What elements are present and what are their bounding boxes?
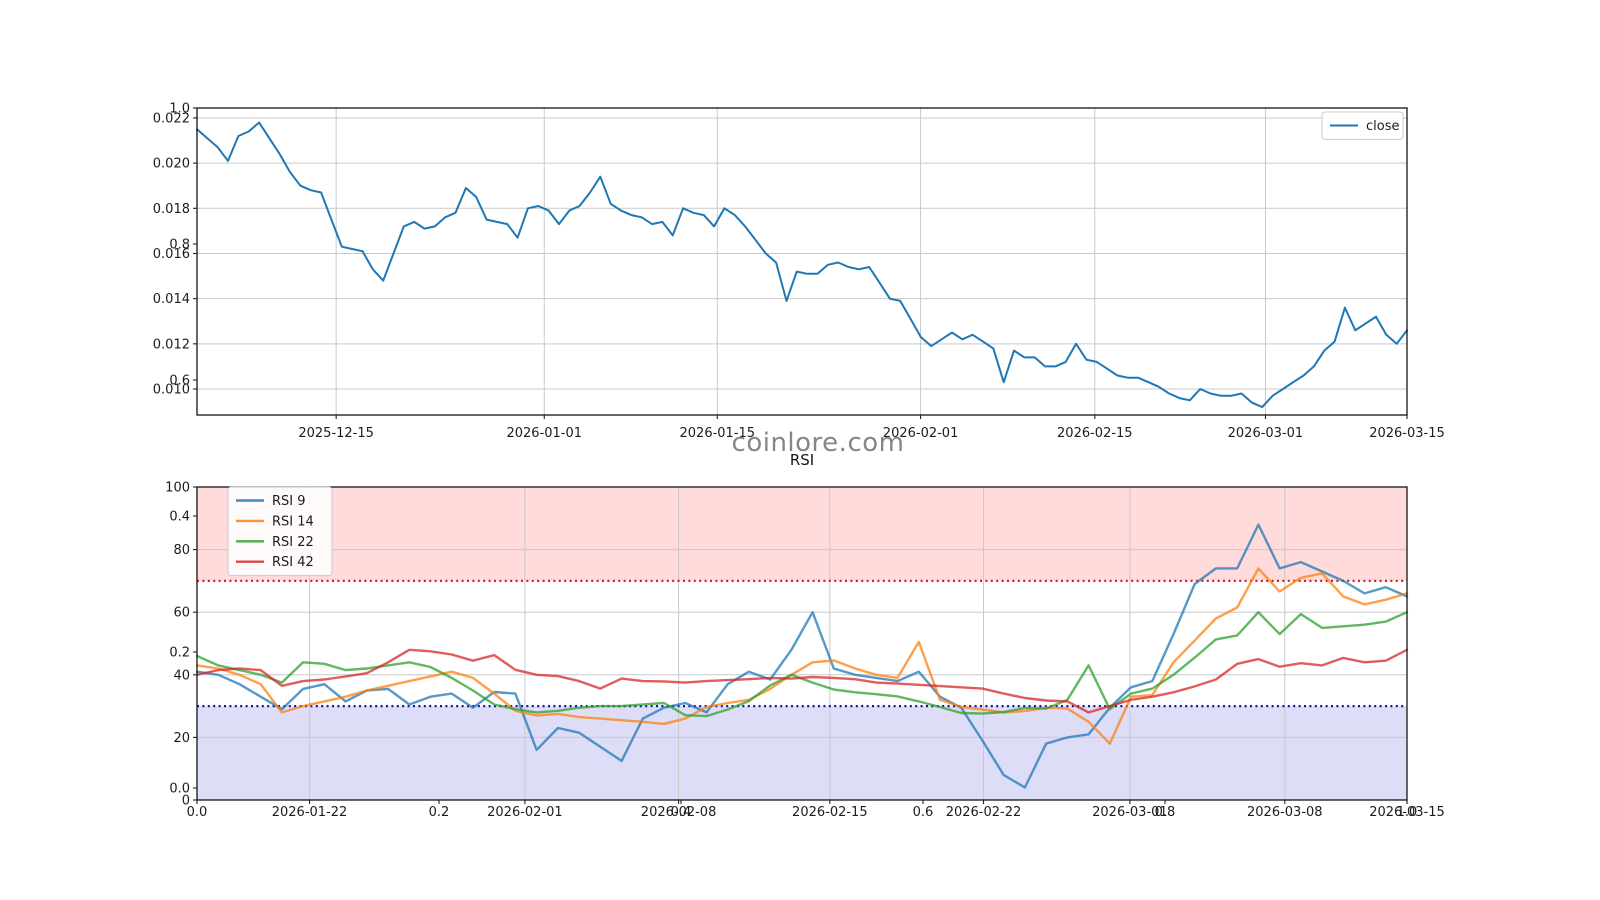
hidden-axis-x-tick-label: 0.4: [671, 805, 692, 820]
hidden-axis-x-tick-label: 1.0: [1397, 805, 1418, 820]
x-tick-label: 2026-02-15: [792, 805, 868, 820]
y-tick-label: 20: [173, 731, 190, 746]
y-tick-label: 100: [165, 481, 190, 496]
x-tick-label: 2026-02-01: [883, 426, 959, 441]
y-tick-label: 0.014: [153, 292, 190, 307]
y-tick-label: 0.022: [153, 111, 190, 126]
hidden-axis-y-tick-label: 0.0: [169, 782, 190, 797]
y-tick-label: 0.010: [153, 383, 190, 398]
hidden-axis-x-tick-label: 0.2: [429, 805, 450, 820]
hidden-axis-x-tick-label: 0.6: [913, 805, 934, 820]
y-tick-label: 60: [173, 606, 190, 621]
x-tick-label: 2026-02-15: [1057, 426, 1133, 441]
y-tick-label: 0.016: [153, 247, 190, 262]
axes-frame: [196, 486, 1408, 801]
legend-label: RSI 9: [272, 494, 306, 509]
hidden-axis-y-tick-label: 0.4: [169, 510, 190, 525]
x-tick-label: 2026-03-15: [1369, 805, 1445, 820]
overbought-zone: [197, 487, 1407, 581]
x-tick-label: 2026-03-01: [1092, 805, 1168, 820]
watermark: coinlore.com: [731, 428, 905, 458]
close-line: [196, 121, 1408, 409]
hidden-axis-x-tick-label: 0.0: [187, 805, 208, 820]
legend-label: RSI 14: [272, 514, 314, 529]
y-tick-label: 0.012: [153, 337, 190, 352]
hidden-axis-y-tick-label: 0.8: [169, 238, 190, 253]
legend-label: close: [1366, 119, 1399, 134]
rsi-9-line: [195, 523, 1409, 789]
legend-label: RSI 42: [272, 555, 314, 570]
y-tick-label: 0.020: [153, 157, 190, 172]
legend-box: [1321, 111, 1404, 140]
rsi-22-line: [195, 611, 1409, 718]
x-tick-label: 2026-02-01: [487, 805, 563, 820]
x-tick-label: 2026-01-15: [680, 426, 756, 441]
hidden-axis-y-tick-label: 1.0: [169, 102, 190, 117]
x-tick-label: 2026-01-01: [506, 426, 582, 441]
y-tick-label: 40: [173, 668, 190, 683]
x-tick-label: 2026-01-22: [272, 805, 348, 820]
x-tick-label: 2026-03-15: [1369, 426, 1445, 441]
hidden-axis-x-tick-label: 0.8: [1155, 805, 1176, 820]
x-tick-label: 2026-02-22: [946, 805, 1022, 820]
hidden-axis-y-tick-label: 0.6: [169, 374, 190, 389]
y-tick-label: 80: [173, 543, 190, 558]
x-tick-label: 2026-02-08: [641, 805, 717, 820]
hidden-axis-y-tick-label: 0.2: [169, 646, 190, 661]
y-tick-label: 0.018: [153, 202, 190, 217]
x-tick-label: 2026-03-08: [1247, 805, 1323, 820]
rsi-chart-title: RSI: [789, 451, 815, 469]
x-tick-label: 2026-03-01: [1228, 426, 1304, 441]
x-tick-label: 2025-12-15: [298, 426, 374, 441]
axes-frame: [196, 107, 1408, 416]
legend-box: [227, 486, 333, 577]
rsi-42-line: [195, 648, 1409, 714]
rsi-14-line: [195, 567, 1409, 745]
y-tick-label: 0: [182, 794, 190, 809]
oversold-zone: [197, 706, 1407, 800]
legend-label: RSI 22: [272, 535, 314, 550]
